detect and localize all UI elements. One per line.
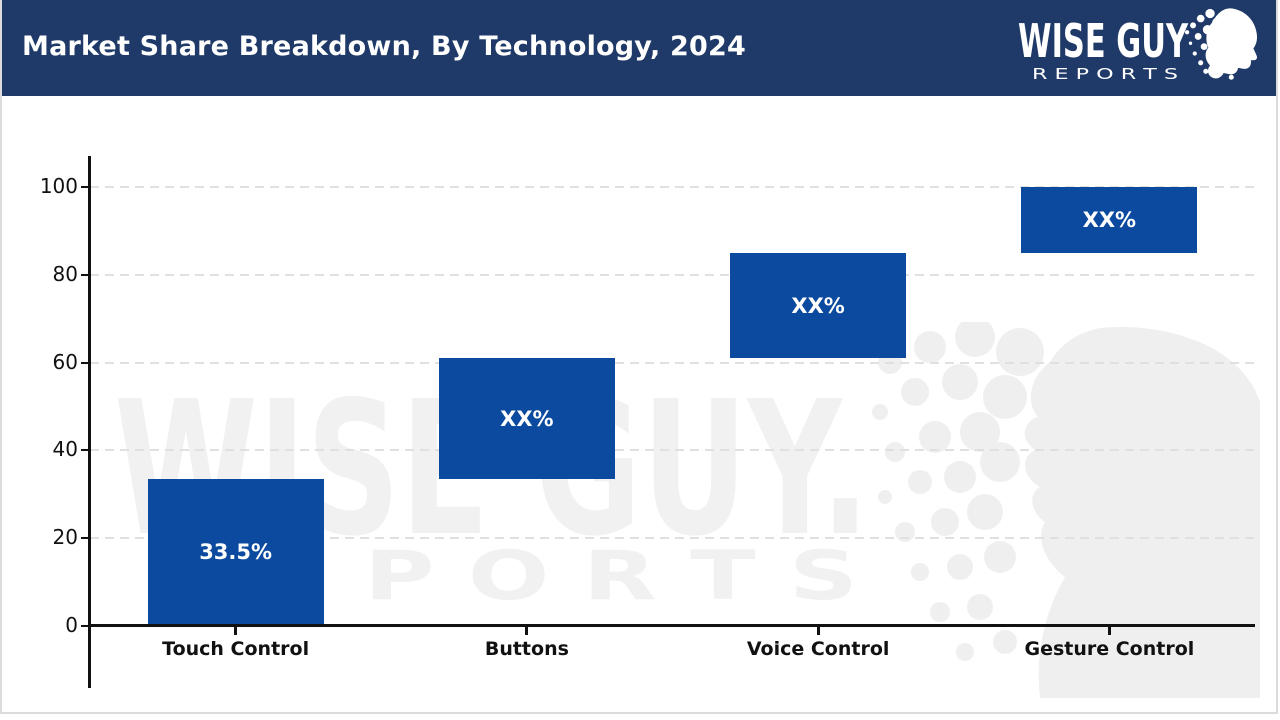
gridline-y-40: [90, 449, 1255, 452]
x-axis-label-touch-control: Touch Control: [162, 638, 310, 660]
gridline-y-20: [90, 537, 1255, 540]
x-axis-label-gesture-control: Gesture Control: [1024, 638, 1195, 660]
gridline-y-100: [90, 186, 1255, 188]
bar-buttons: XX%: [438, 358, 615, 479]
bar-touch-control: 33.5%: [147, 478, 324, 626]
wise-guy-logo: WISE GUY R E P O R T S: [1010, 0, 1262, 96]
logo-graphic: WISE GUY R E P O R T S: [1018, 8, 1258, 83]
y-tick-label-20: 20: [52, 525, 78, 550]
y-tick-mark-60: [81, 361, 90, 364]
bar-value-label: XX%: [1082, 207, 1137, 232]
y-tick-label-0: 0: [65, 613, 78, 637]
chart-header: Market Share Breakdown, By Technology, 2…: [2, 0, 1276, 96]
y-tick-mark-80: [81, 273, 90, 276]
x-tick-mark-voice-control: [816, 627, 820, 635]
x-tick-mark-gesture-control: [1107, 627, 1111, 635]
chart-title: Market Share Breakdown, By Technology, 2…: [22, 30, 747, 62]
y-tick-label-60: 60: [52, 349, 78, 374]
bar-value-label: 33.5%: [199, 540, 273, 565]
bar-value-label: XX%: [500, 406, 554, 431]
y-tick-mark-20: [81, 537, 90, 540]
x-axis-label-buttons: Buttons: [484, 638, 569, 660]
chart-area: WISE GUY. R E P O R T S: [2, 96, 1280, 714]
y-tick-label-100: 100: [39, 174, 78, 198]
logo-reports-text: R E P O R T S: [1032, 65, 1178, 83]
y-tick-label-40: 40: [52, 437, 78, 462]
bar-value-label: XX%: [791, 293, 845, 318]
x-axis-label-voice-control: Voice Control: [746, 638, 890, 660]
y-axis-spine: [88, 156, 91, 688]
gridline-y-60: [90, 361, 1255, 364]
x-axis-spine: [88, 624, 1255, 627]
y-tick-mark-40: [81, 449, 90, 452]
x-tick-mark-touch-control: [234, 627, 238, 635]
y-tick-mark-0: [81, 625, 90, 627]
x-tick-mark-buttons: [525, 627, 529, 635]
gridline-y-80: [90, 273, 1255, 276]
y-tick-mark-100: [81, 186, 90, 188]
bar-voice-control: XX%: [730, 252, 907, 359]
logo-head-icon: [1184, 8, 1258, 80]
bar-gesture-control: XX%: [1021, 187, 1198, 253]
y-tick-label-80: 80: [52, 261, 78, 286]
logo-wiseguy-text: WISE GUY: [1018, 14, 1188, 68]
